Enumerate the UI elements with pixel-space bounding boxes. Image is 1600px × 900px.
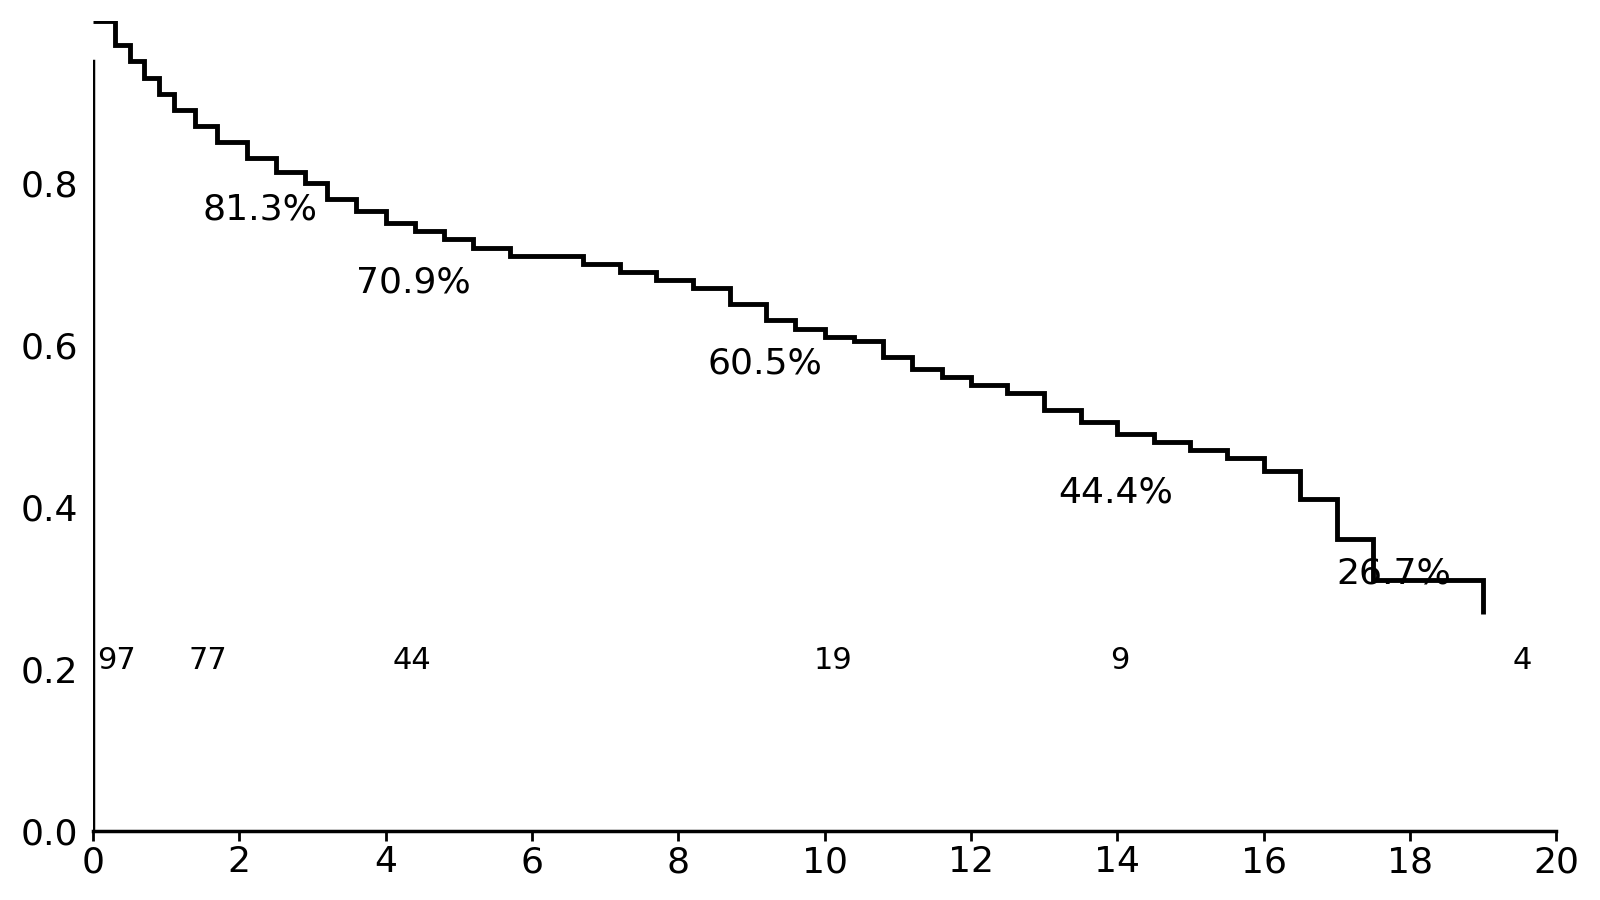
- Text: 77: 77: [189, 646, 227, 675]
- Text: 97: 97: [96, 646, 136, 675]
- Text: 44: 44: [394, 646, 432, 675]
- Text: 9: 9: [1110, 646, 1130, 675]
- Text: 26.7%: 26.7%: [1336, 556, 1451, 590]
- Text: 44.4%: 44.4%: [1059, 475, 1173, 509]
- Text: 70.9%: 70.9%: [357, 266, 470, 299]
- Text: 4: 4: [1512, 646, 1531, 675]
- Text: 60.5%: 60.5%: [707, 346, 822, 380]
- Text: 19: 19: [814, 646, 853, 675]
- Text: 81.3%: 81.3%: [203, 193, 318, 226]
